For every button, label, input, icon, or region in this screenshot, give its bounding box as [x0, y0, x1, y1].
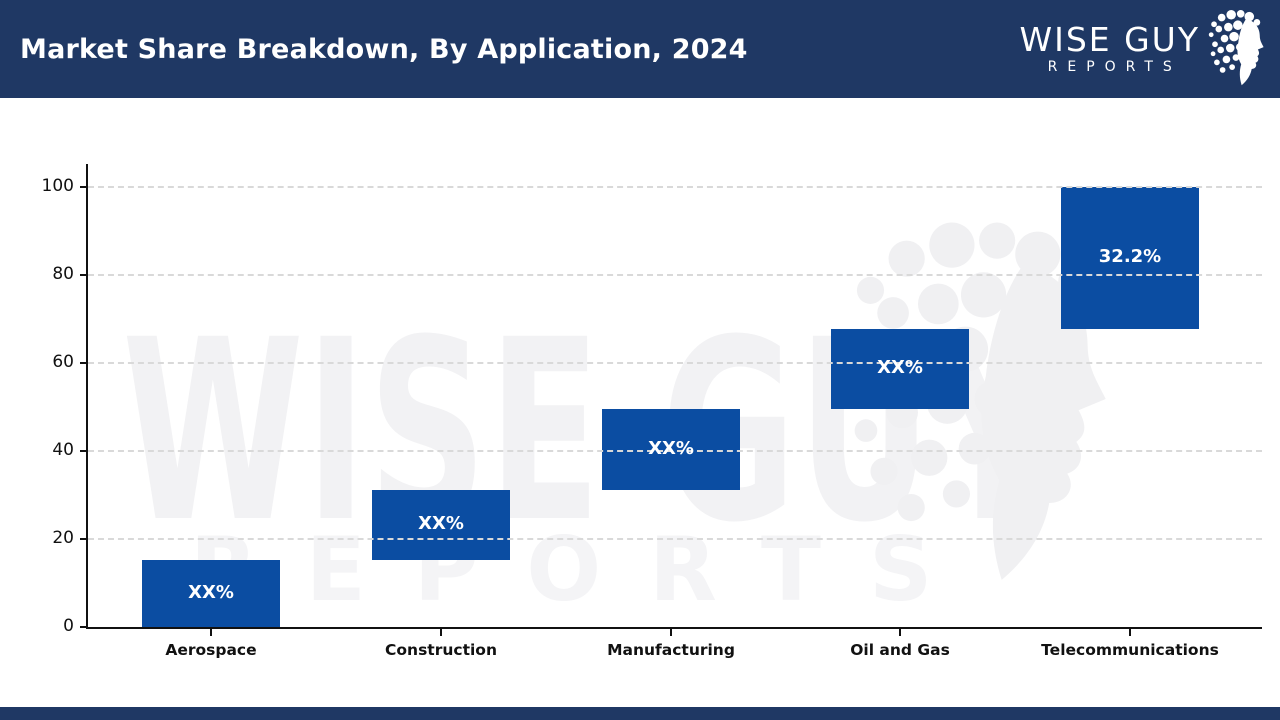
y-tick-label-0: 0	[63, 616, 74, 636]
dotted-head-icon	[1208, 9, 1264, 86]
bar-telecommunications	[1061, 187, 1199, 329]
y-tick-mark-40	[80, 450, 88, 452]
footer-bar	[0, 707, 1280, 720]
bar-oil-and-gas	[831, 328, 969, 410]
logo-wordmark: WISE GUY	[1019, 20, 1200, 59]
bar-manufacturing	[602, 409, 740, 491]
y-axis-line	[86, 164, 88, 629]
watermark-dotted-head	[845, 222, 1106, 580]
bar-value-label: 32.2%	[1098, 245, 1162, 267]
watermark-subtitle: REPORTS	[190, 518, 981, 621]
logo-subtitle: REPORTS	[1047, 59, 1182, 75]
bar-value-label: XX%	[188, 581, 234, 603]
x-tick-mark-5	[1129, 628, 1131, 636]
x-axis-label-construction: Construction	[385, 641, 497, 659]
header-bar: Market Share Breakdown, By Application, …	[0, 0, 1280, 98]
gridline-40	[88, 450, 1262, 452]
x-tick-mark-4	[899, 628, 901, 636]
bar-value-label: XX%	[418, 513, 464, 535]
x-axis-label-oil-and-gas: Oil and Gas	[850, 641, 950, 659]
y-tick-label-40: 40	[52, 440, 74, 460]
gridline-20	[88, 538, 1262, 540]
page-title: Market Share Breakdown, By Application, …	[20, 33, 748, 65]
bar-value-label: XX%	[877, 356, 923, 378]
gridline-60	[88, 362, 1262, 364]
bar-aerospace	[142, 560, 280, 627]
gridline-100	[88, 186, 1262, 188]
y-tick-mark-0	[80, 626, 88, 628]
x-axis-line	[86, 627, 1262, 629]
y-tick-label-80: 80	[52, 264, 74, 284]
y-tick-label-100: 100	[41, 176, 74, 196]
x-axis-label-aerospace: Aerospace	[165, 641, 257, 659]
y-tick-mark-20	[80, 538, 88, 540]
y-tick-mark-60	[80, 362, 88, 364]
chart-area: WISE GUY REPORTS 0 20 40 60 80 100 XX% XX% XX% XX…	[0, 98, 1280, 707]
wise-guy-logo: WISE GUY REPORTS	[1019, 9, 1266, 89]
logo-text: WISE GUY REPORTS	[1019, 20, 1200, 76]
x-tick-mark-2	[440, 628, 442, 636]
y-tick-label-60: 60	[52, 352, 74, 372]
x-tick-mark-3	[670, 628, 672, 636]
bar-value-label: XX%	[648, 437, 694, 459]
y-tick-mark-80	[80, 274, 88, 276]
x-tick-mark-1	[210, 628, 212, 636]
x-axis-label-telecommunications: Telecommunications	[1041, 641, 1219, 659]
x-axis-label-manufacturing: Manufacturing	[607, 641, 735, 659]
y-tick-mark-100	[80, 186, 88, 188]
bar-construction	[372, 490, 510, 561]
gridline-80	[88, 274, 1262, 276]
y-tick-label-20: 20	[52, 528, 74, 548]
